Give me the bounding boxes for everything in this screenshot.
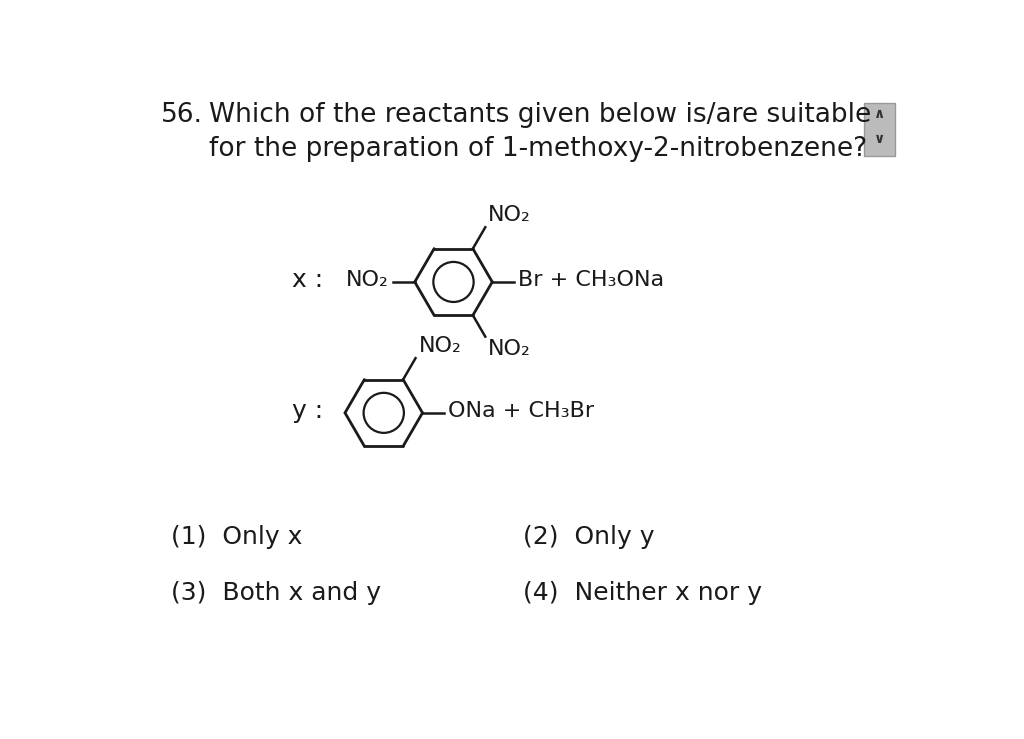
- Text: (4)  Neither x nor y: (4) Neither x nor y: [523, 581, 762, 605]
- Text: ONa + CH₃Br: ONa + CH₃Br: [449, 401, 594, 421]
- Text: NO₂: NO₂: [488, 205, 531, 225]
- Text: 56.: 56.: [161, 102, 203, 128]
- Text: (1)  Only x: (1) Only x: [171, 525, 302, 549]
- Text: y :: y :: [292, 399, 324, 423]
- Text: ∧: ∧: [874, 107, 886, 121]
- Text: NO₂: NO₂: [419, 336, 462, 356]
- Text: NO₂: NO₂: [346, 270, 389, 290]
- Text: for the preparation of 1-methoxy-2-nitrobenzene?: for the preparation of 1-methoxy-2-nitro…: [209, 136, 867, 162]
- Text: ∨: ∨: [874, 132, 886, 146]
- Text: Which of the reactants given below is/are suitable: Which of the reactants given below is/ar…: [209, 102, 871, 128]
- FancyBboxPatch shape: [864, 103, 895, 156]
- Text: (3)  Both x and y: (3) Both x and y: [171, 581, 381, 605]
- Text: NO₂: NO₂: [488, 339, 531, 359]
- Text: (2)  Only y: (2) Only y: [523, 525, 654, 549]
- Text: Br + CH₃ONa: Br + CH₃ONa: [518, 270, 664, 290]
- Text: x :: x :: [292, 268, 324, 293]
